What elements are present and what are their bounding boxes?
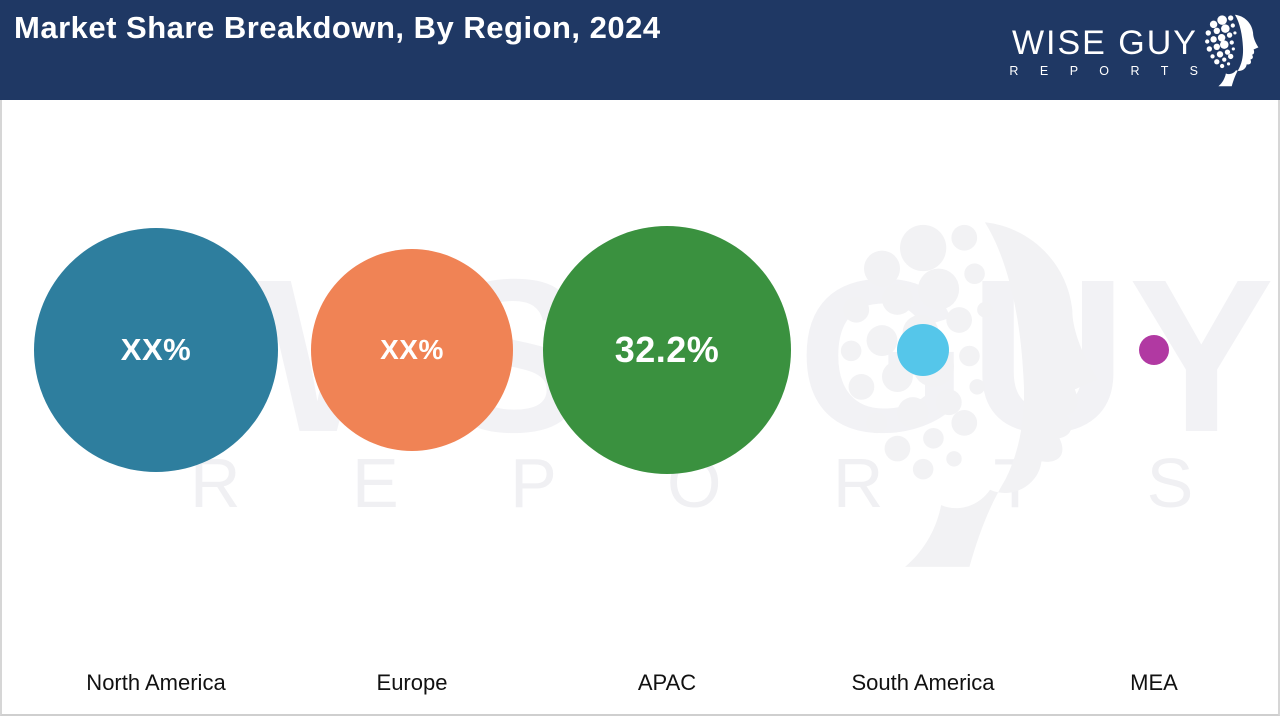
watermark-head-icon (840, 222, 1098, 567)
bubble-value-apac: 32.2% (614, 329, 720, 370)
header: Market Share Breakdown, By Region, 2024 … (0, 0, 1280, 100)
category-label-apac: APAC (637, 670, 697, 695)
brand-name: WISE GUY (1011, 24, 1198, 63)
category-label-north-america: North America (86, 670, 226, 695)
bubble-mea (1139, 335, 1169, 365)
bubble-south-america (897, 324, 949, 376)
chart-area: WISE GUY R E P O R T S XX%XX%32.2% North… (0, 100, 1280, 716)
category-label-south-america: South America (851, 670, 995, 695)
category-label-mea: MEA (1130, 670, 1178, 695)
brand-logo: WISE GUY R E P O R T S (1009, 8, 1268, 92)
bubble-value-europe: XX% (380, 334, 444, 365)
bubble-value-north-america: XX% (120, 332, 192, 367)
brand-subtitle: R E P O R T S (1009, 63, 1207, 78)
bubble-europe: XX% (311, 249, 513, 451)
page-title: Market Share Breakdown, By Region, 2024 (14, 10, 661, 45)
brand-logo-text: WISE GUY R E P O R T S (1009, 24, 1198, 77)
bubble-apac: 32.2% (543, 226, 791, 474)
bubble-north-america: XX% (34, 228, 278, 472)
category-label-europe: Europe (376, 670, 448, 695)
brand-head-icon (1205, 14, 1259, 87)
